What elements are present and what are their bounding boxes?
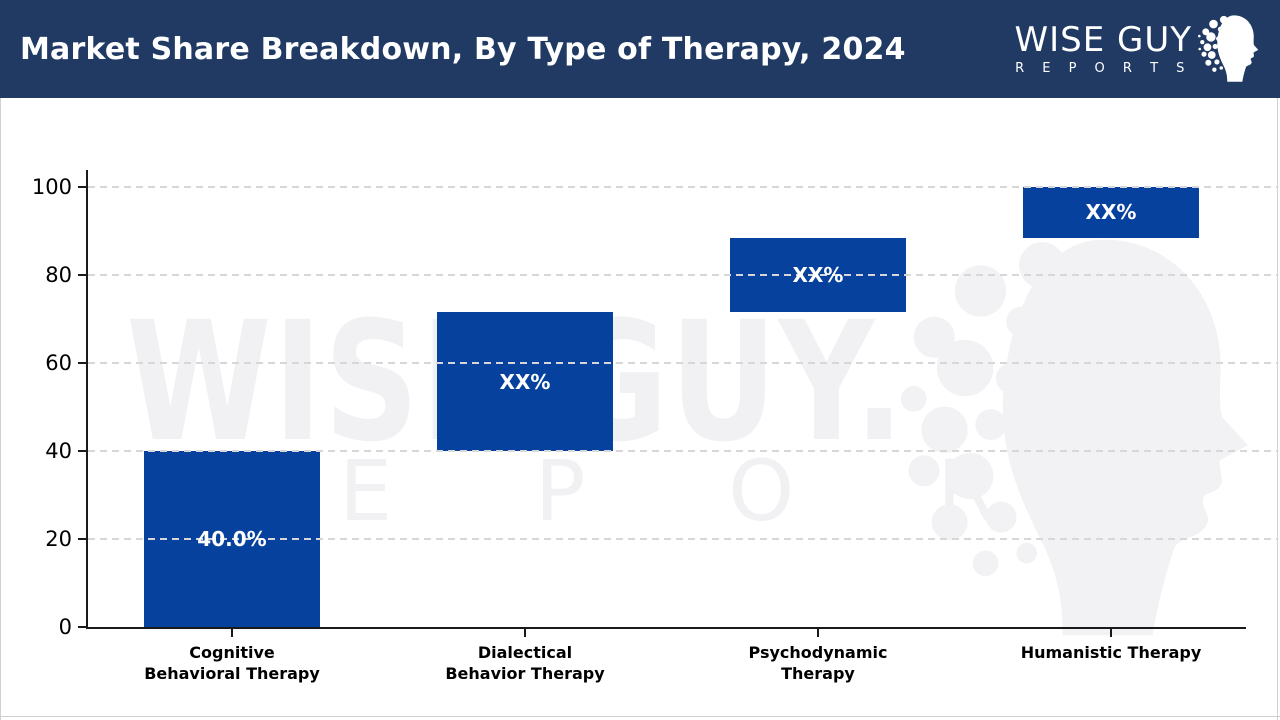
y-tick-mark bbox=[78, 186, 87, 188]
bar-value-label: XX% bbox=[499, 369, 551, 394]
gridline bbox=[88, 538, 1277, 540]
bar bbox=[1023, 187, 1199, 238]
wiseguy-logo-text: WISE GUY R E P O R T S bbox=[1014, 23, 1192, 75]
y-tick-mark bbox=[78, 626, 87, 628]
y-axis-line bbox=[86, 170, 88, 629]
y-tick-mark bbox=[78, 538, 87, 540]
page-title: Market Share Breakdown, By Type of Thera… bbox=[20, 31, 906, 67]
bar-value-label: 40.0% bbox=[197, 527, 267, 551]
x-axis-line bbox=[86, 627, 1246, 629]
x-tick-mark bbox=[231, 629, 233, 637]
bar-value-label: XX% bbox=[1085, 200, 1137, 225]
gridline bbox=[88, 274, 1277, 276]
x-tick-label: Psychodynamic Therapy bbox=[748, 643, 888, 683]
logo-subtext: R E P O R T S bbox=[1015, 61, 1192, 76]
header: Market Share Breakdown, By Type of Thera… bbox=[0, 0, 1280, 98]
x-tick-mark bbox=[1110, 629, 1112, 637]
watermark-head-icon bbox=[900, 239, 1248, 636]
x-tick-label: Humanistic Therapy bbox=[1020, 643, 1202, 662]
wiseguy-head-icon bbox=[1198, 15, 1259, 82]
bar-value-label: XX% bbox=[792, 263, 844, 287]
page-border-left bbox=[0, 98, 1, 720]
bar bbox=[437, 312, 613, 451]
y-tick-label: 80 bbox=[45, 263, 72, 287]
page-border-bottom bbox=[0, 716, 1280, 717]
x-tick-mark bbox=[817, 629, 819, 637]
page-border-right bbox=[1277, 98, 1278, 720]
gridline bbox=[88, 450, 1277, 452]
y-tick-label: 60 bbox=[45, 351, 72, 375]
y-tick-label: 20 bbox=[45, 527, 72, 551]
gridline bbox=[88, 362, 1277, 364]
gridline bbox=[88, 186, 1277, 188]
y-tick-label: 0 bbox=[58, 615, 72, 639]
y-tick-mark bbox=[78, 274, 87, 276]
y-tick-mark bbox=[78, 362, 87, 364]
wiseguy-logo: WISE GUY R E P O R T S bbox=[1014, 11, 1260, 87]
logo-wordmark: WISE GUY bbox=[1014, 20, 1192, 60]
x-tick-label: Cognitive Behavioral Therapy bbox=[144, 643, 320, 683]
y-tick-label: 40 bbox=[45, 439, 72, 463]
x-tick-mark bbox=[524, 629, 526, 637]
y-tick-label: 100 bbox=[31, 175, 72, 199]
y-tick-mark bbox=[78, 450, 87, 452]
x-tick-label: Dialectical Behavior Therapy bbox=[445, 643, 605, 683]
